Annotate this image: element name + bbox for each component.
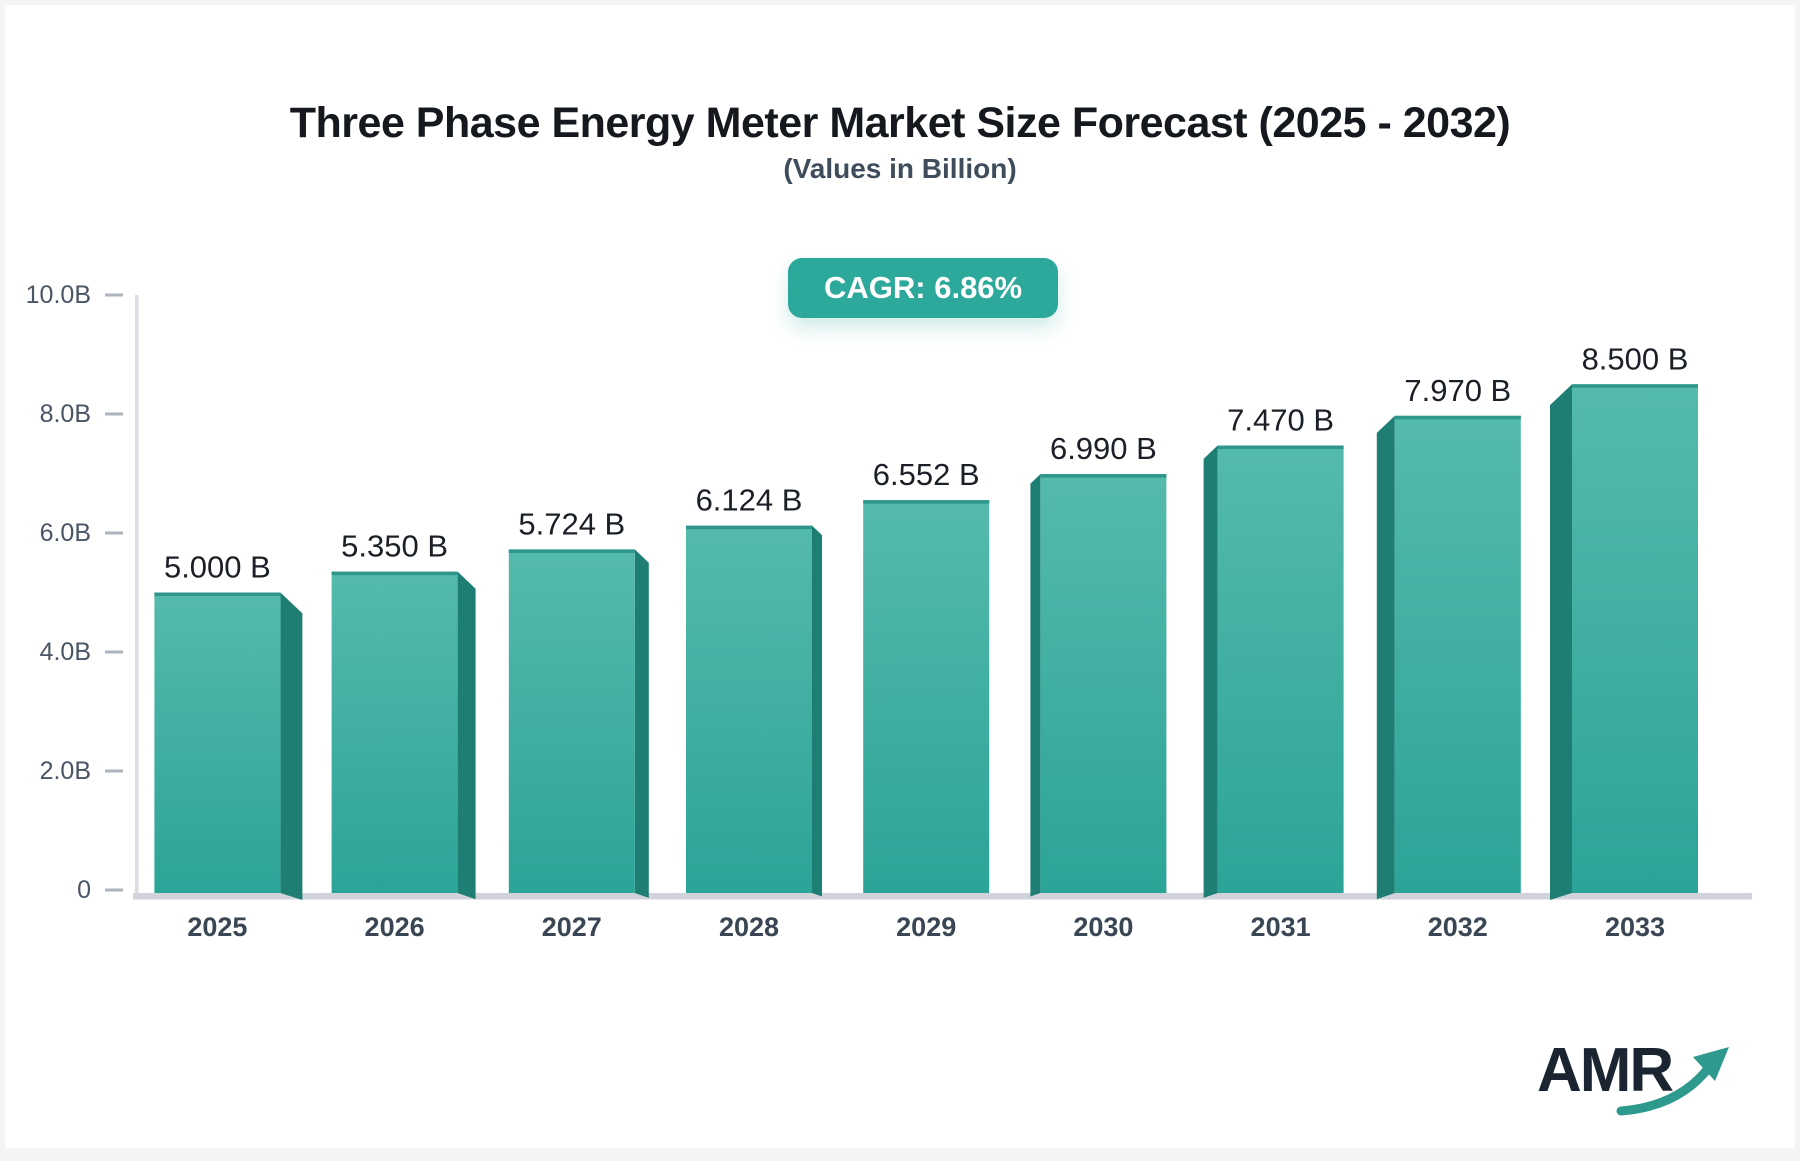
chart-card: Three Phase Energy Meter Market Size For… <box>5 5 1795 1148</box>
y-tick-mark <box>105 532 123 535</box>
bar-value-label-2025: 5.000 B <box>164 550 271 585</box>
x-tick-label-2028: 2028 <box>719 912 779 942</box>
bar-value-label-2033: 8.500 B <box>1582 341 1689 376</box>
bar-top-edge-2028 <box>686 526 812 530</box>
bar-2028 <box>686 526 812 893</box>
y-tick-mark <box>105 651 123 654</box>
x-tick-label-2027: 2027 <box>542 912 602 942</box>
y-tick-label: 10.0B <box>26 281 91 309</box>
bar-top-edge-2033 <box>1572 384 1698 388</box>
x-tick-label-2029: 2029 <box>896 912 956 942</box>
bar-value-label-2029: 6.552 B <box>873 457 980 492</box>
bar-side-2027 <box>635 549 649 897</box>
bar-value-label-2028: 6.124 B <box>696 483 803 518</box>
bar-2031 <box>1218 446 1344 893</box>
bar-top-edge-2025 <box>154 593 280 597</box>
bar-top-edge-2029 <box>863 500 989 504</box>
y-tick-mark <box>105 294 123 297</box>
bar-chart-plot: 0 2.0B 4.0B 6.0B 8.0B 10.0B 5.000 B 2025 5.350 B… <box>5 5 1800 1161</box>
bar-value-label-2031: 7.470 B <box>1227 403 1334 438</box>
bar-2032 <box>1395 416 1521 893</box>
y-tick-label: 6.0B <box>40 519 91 547</box>
x-axis-baseline <box>133 893 1752 900</box>
x-tick-label-2033: 2033 <box>1605 912 1665 942</box>
bar-side-2028 <box>812 526 822 897</box>
bar-2029 <box>863 500 989 893</box>
y-tick-label: 8.0B <box>40 400 91 428</box>
bar-side-2032 <box>1377 416 1395 900</box>
x-tick-label-2031: 2031 <box>1251 912 1311 942</box>
x-tick-label-2025: 2025 <box>187 912 247 942</box>
bar-side-2031 <box>1204 446 1218 898</box>
y-tick-mark <box>105 889 123 892</box>
bar-top-edge-2026 <box>332 572 458 576</box>
bar-top-edge-2031 <box>1218 446 1344 450</box>
x-tick-label-2032: 2032 <box>1428 912 1488 942</box>
bar-side-2033 <box>1550 384 1572 900</box>
bar-side-2026 <box>458 572 476 900</box>
y-tick-mark <box>105 413 123 416</box>
bar-value-label-2032: 7.970 B <box>1404 373 1511 408</box>
bar-value-label-2027: 5.724 B <box>518 506 625 541</box>
y-axis-line <box>135 295 139 893</box>
bar-top-edge-2030 <box>1040 474 1166 478</box>
bar-value-label-2026: 5.350 B <box>341 529 448 564</box>
y-tick-mark <box>105 770 123 773</box>
bar-2026 <box>332 572 458 893</box>
bar-side-2025 <box>280 593 302 901</box>
x-tick-label-2026: 2026 <box>365 912 425 942</box>
y-tick-label: 4.0B <box>40 638 91 666</box>
amr-logo: AMR <box>1525 1030 1745 1130</box>
bar-2033 <box>1572 384 1698 893</box>
x-tick-label-2030: 2030 <box>1073 912 1133 942</box>
bar-top-edge-2027 <box>509 549 635 553</box>
bar-2030 <box>1040 474 1166 893</box>
bar-2027 <box>509 549 635 893</box>
bar-2025 <box>154 593 280 894</box>
bar-side-2030 <box>1030 474 1040 896</box>
y-tick-label: 2.0B <box>40 757 91 785</box>
bar-value-label-2030: 6.990 B <box>1050 431 1157 466</box>
y-tick-label: 0 <box>77 876 91 904</box>
growth-arrow-icon <box>1593 1038 1753 1130</box>
bar-top-edge-2032 <box>1395 416 1521 420</box>
